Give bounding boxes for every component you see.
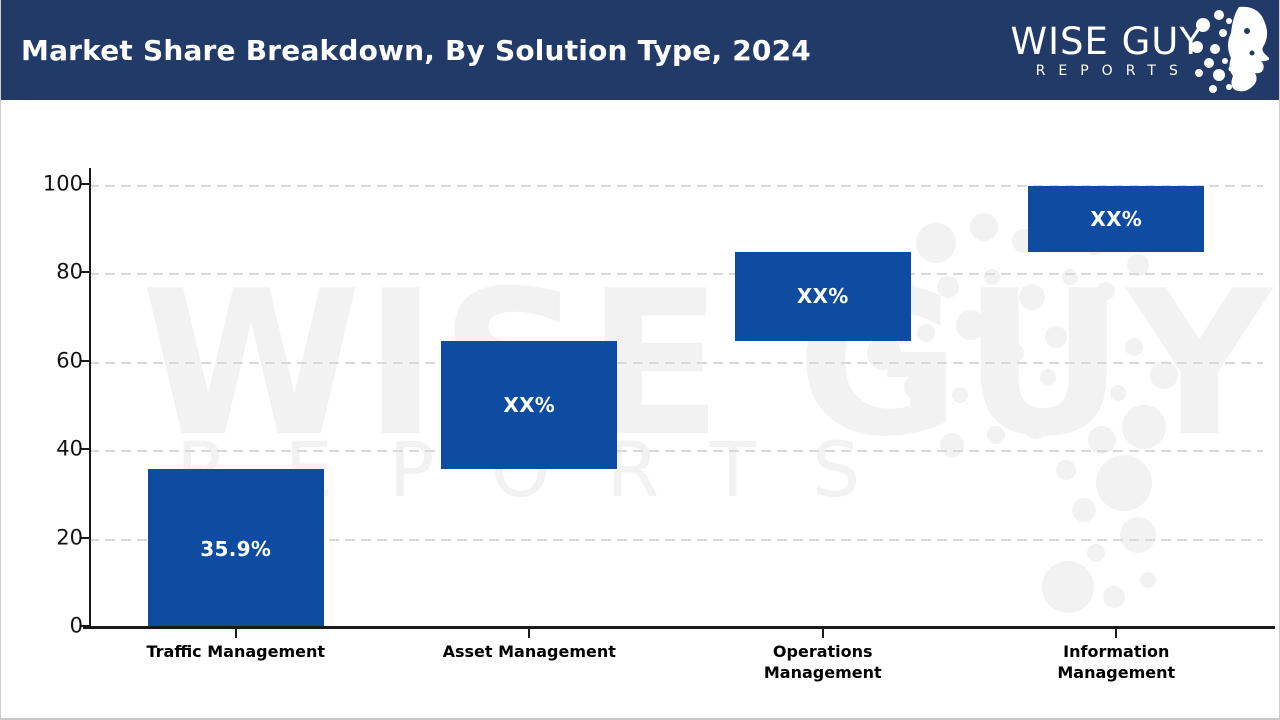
y-tick-mark xyxy=(81,536,89,539)
x-axis-label: Traffic Management xyxy=(146,642,326,661)
bar-segment: 35.9% xyxy=(147,469,324,628)
logo-text: WISE GUY REPORTS xyxy=(1010,19,1203,79)
gridline xyxy=(89,184,1263,187)
x-tick-mark xyxy=(528,629,531,638)
y-tick-label: 80 xyxy=(56,259,83,284)
y-tick-mark xyxy=(81,625,89,627)
x-tick-mark xyxy=(234,629,237,638)
x-axis-label: Information Management xyxy=(1057,642,1176,682)
y-tick-label: 40 xyxy=(56,436,83,461)
logo-sub: REPORTS xyxy=(1035,62,1191,79)
y-axis-spine xyxy=(89,168,91,628)
x-axis-label: Operations Management xyxy=(763,642,882,682)
gridline xyxy=(89,538,1263,541)
wiseguy-face-icon xyxy=(1191,6,1269,93)
x-axis-spine xyxy=(83,626,1275,629)
x-axis-label: Asset Management xyxy=(442,642,616,661)
y-tick-mark xyxy=(81,359,89,362)
gridline xyxy=(89,361,1263,364)
plot-area: 35.9% XX% XX% XX% xyxy=(89,168,1263,628)
bar-value-label: XX% xyxy=(796,284,849,309)
y-tick-label: 60 xyxy=(56,348,83,373)
y-tick-mark xyxy=(81,271,89,274)
x-tick-mark xyxy=(821,629,824,638)
bar-value-label: XX% xyxy=(503,392,556,417)
logo-name: WISE GUY xyxy=(1010,19,1203,63)
bar-segment: XX% xyxy=(734,252,911,341)
header: Market Share Breakdown, By Solution Type… xyxy=(1,0,1279,100)
y-tick-mark xyxy=(81,448,89,451)
y-tick-label: 20 xyxy=(56,525,83,550)
gridline xyxy=(89,273,1263,276)
bar-value-label: 35.9% xyxy=(200,536,272,561)
wiseguy-logo: WISE GUY REPORTS xyxy=(1011,3,1269,97)
y-tick-label: 0 xyxy=(69,613,83,638)
bar-segment: XX% xyxy=(441,340,618,469)
y-tick-mark xyxy=(81,182,89,185)
watermark: WISE GUY REPORTS xyxy=(1,100,1279,718)
x-tick-mark xyxy=(1115,629,1118,638)
bar-value-label: XX% xyxy=(1090,206,1143,231)
page-title: Market Share Breakdown, By Solution Type… xyxy=(21,33,811,67)
gridline xyxy=(89,450,1263,453)
bar-segment: XX% xyxy=(1028,185,1205,253)
y-tick-label: 100 xyxy=(42,171,83,196)
